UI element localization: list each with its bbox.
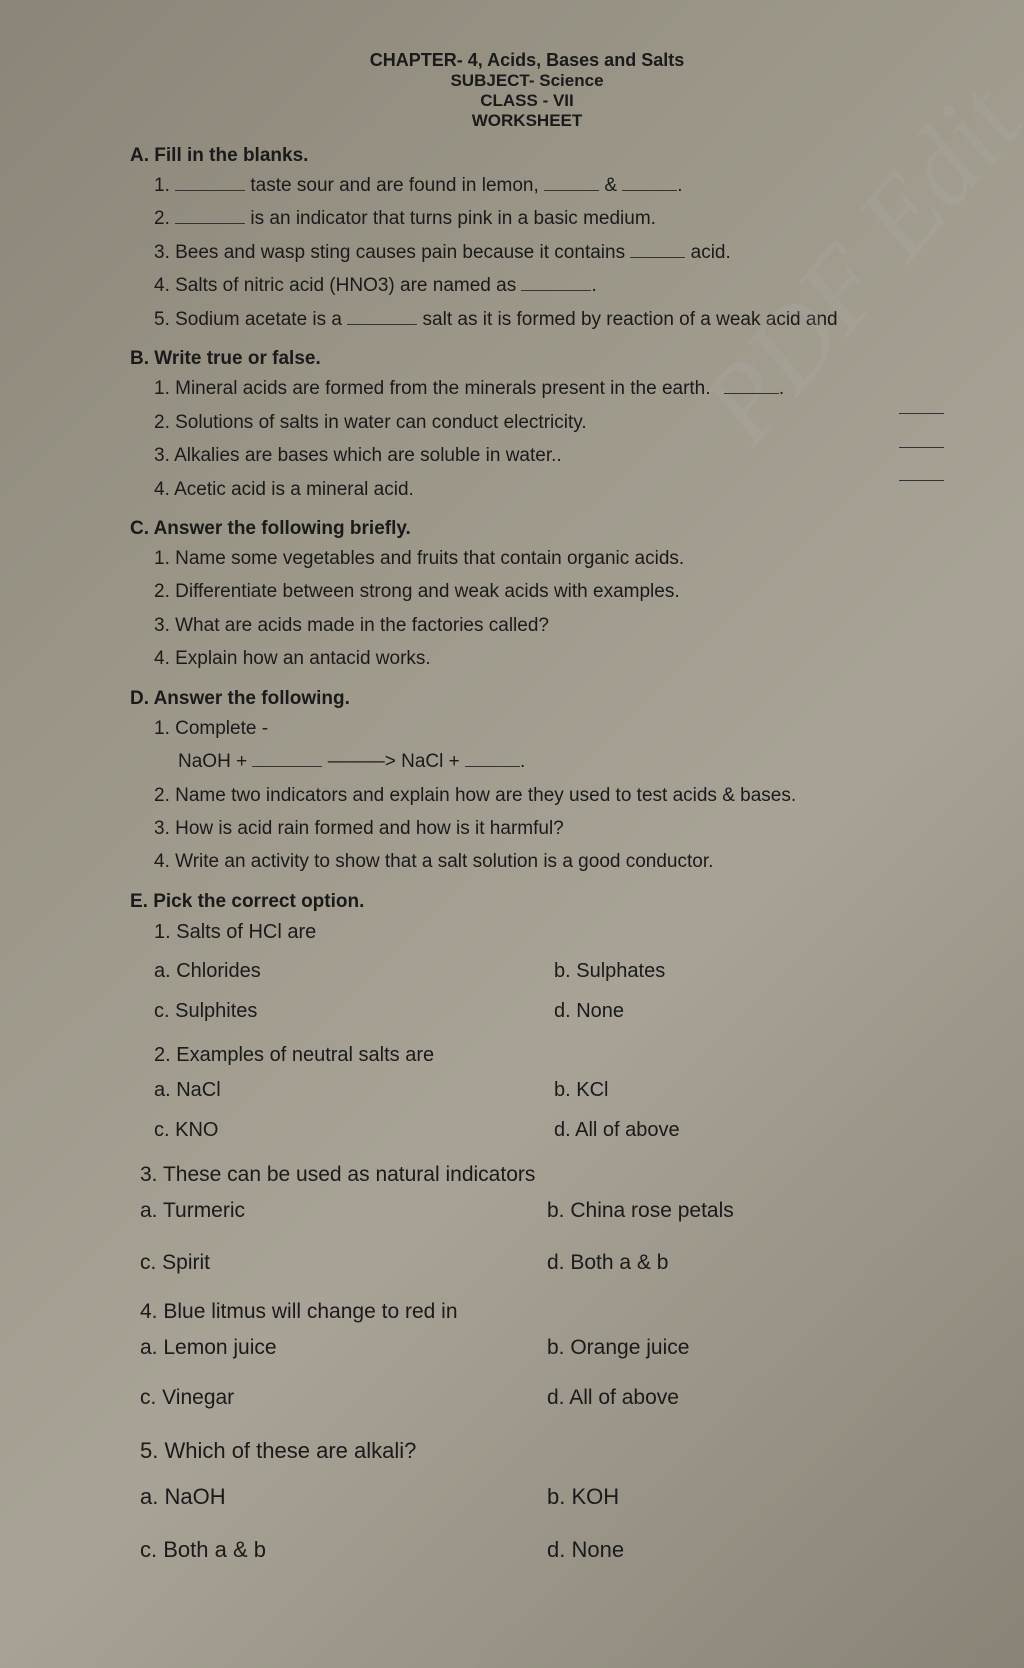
e-q4-a: a. Lemon juice [140,1330,517,1366]
e-q3-a: a. Turmeric [140,1193,517,1229]
a-q3-text-b: acid. [685,242,730,263]
d-q2: 2. Name two indicators and explain how a… [154,781,924,810]
a-q1: 1. taste sour and are found in lemon, & … [154,171,924,200]
d-q1-eq-c: . [520,751,525,772]
a-q1-text-a: 1. [154,175,175,196]
blank [175,174,245,191]
section-b-title: B. Write true or false. [130,348,924,370]
d-q1-eq-a: NaOH + [178,751,252,772]
blank [724,377,779,394]
b-q4-text: 4. Acetic acid is a mineral acid. [154,479,414,500]
blank [252,750,322,767]
worksheet-page: CHAPTER- 4, Acids, Bases and Salts SUBJE… [40,30,984,1608]
blank [347,308,417,325]
section-c-title: C. Answer the following briefly. [130,518,924,540]
e-q3: 3. These can be used as natural indicato… [140,1163,924,1187]
e-q2-b: b. KCl [554,1073,924,1107]
a-q4: 4. Salts of nitric acid (HNO3) are named… [154,271,924,300]
d-q3: 3. How is acid rain formed and how is it… [154,814,924,843]
e-q5-b: b. KOH [547,1478,924,1515]
class-title: CLASS - VII [130,91,924,111]
blank [521,274,591,291]
a-q5: 5. Sodium acetate is a salt as it is for… [154,305,924,334]
b-q1: 1. Mineral acids are formed from the min… [154,374,924,403]
d-q1-eq: NaOH + ———> NaCl + . [178,747,924,776]
e-q2: 2. Examples of neutral salts are [154,1044,924,1067]
a-q4-text-b: . [591,275,596,296]
a-q1-text-d: . [677,175,682,196]
blank [175,207,245,224]
blank [899,480,944,481]
a-q1-text-b: taste sour and are found in lemon, [245,175,544,196]
c-q2: 2. Differentiate between strong and weak… [154,577,924,606]
c-q1: 1. Name some vegetables and fruits that … [154,544,924,573]
e-q5-c: c. Both a & b [140,1531,517,1568]
e-q4-d: d. All of above [547,1380,924,1416]
b-q3-text: 3. Alkalies are bases which are soluble … [154,445,556,466]
a-q3: 3. Bees and wasp sting causes pain becau… [154,238,924,267]
worksheet-title: WORKSHEET [130,111,924,131]
section-a-title: A. Fill in the blanks. [130,145,924,167]
e-q5-d: d. None [547,1531,924,1568]
blank [544,174,599,191]
e-q3-b: b. China rose petals [547,1193,924,1229]
a-q2: 2. is an indicator that turns pink in a … [154,204,924,233]
blank [899,413,944,414]
a-q3-text-a: 3. Bees and wasp sting causes pain becau… [154,242,630,263]
d-q4: 4. Write an activity to show that a salt… [154,847,924,876]
header-block: CHAPTER- 4, Acids, Bases and Salts SUBJE… [130,50,924,131]
a-q2-text-a: 2. [154,208,175,229]
blank [465,750,520,767]
blank [622,174,677,191]
a-q4-text-a: 4. Salts of nitric acid (HNO3) are named… [154,275,521,296]
b-q3: 3. Alkalies are bases which are soluble … [154,441,924,470]
b-q2-text: 2. Solutions of salts in water can condu… [154,412,587,433]
c-q4: 4. Explain how an antacid works. [154,644,924,673]
subject-title: SUBJECT- Science [130,71,924,91]
b-q2: 2. Solutions of salts in water can condu… [154,408,924,437]
e-q2-a: a. NaCl [154,1073,524,1107]
e-q2-d: d. All of above [554,1113,924,1147]
e-q1-a: a. Chlorides [154,954,524,988]
d-q1: 1. Complete - [154,714,924,743]
e-q3-c: c. Spirit [140,1245,517,1281]
e-q2-c: c. KNO [154,1113,524,1147]
e-q1-c: c. Sulphites [154,994,524,1028]
e-q4-b: b. Orange juice [547,1330,924,1366]
section-d-title: D. Answer the following. [130,688,924,710]
section-e-title: E. Pick the correct option. [130,891,924,913]
e-q4: 4. Blue litmus will change to red in [140,1300,924,1324]
e-q5: 5. Which of these are alkali? [140,1438,924,1464]
e-q1-d: d. None [554,994,924,1028]
a-q2-text-b: is an indicator that turns pink in a bas… [245,208,656,229]
e-q3-d: d. Both a & b [547,1245,924,1281]
a-q5-text-b: salt as it is formed by reaction of a we… [417,309,837,330]
blank [899,447,944,448]
b-q1-text: 1. Mineral acids are formed from the min… [154,378,711,399]
b-q4: 4. Acetic acid is a mineral acid. [154,475,924,504]
a-q5-text-a: 5. Sodium acetate is a [154,309,347,330]
blank [630,241,685,258]
chapter-title: CHAPTER- 4, Acids, Bases and Salts [130,50,924,71]
e-q1: 1. Salts of HCl are [154,917,924,948]
c-q3: 3. What are acids made in the factories … [154,611,924,640]
d-q1-eq-b: ———> NaCl + [322,751,465,772]
e-q1-b: b. Sulphates [554,954,924,988]
e-q4-c: c. Vinegar [140,1380,517,1416]
a-q1-text-c: & [599,175,622,196]
e-q5-a: a. NaOH [140,1478,517,1515]
